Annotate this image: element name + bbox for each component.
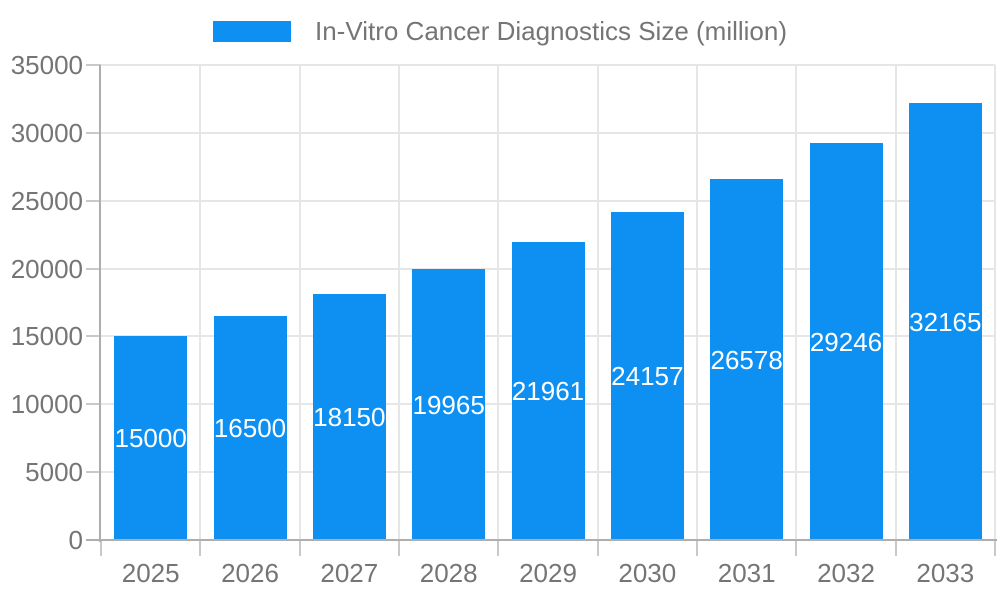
x-axis-tick: [994, 540, 996, 556]
x-axis-label: 2030: [618, 558, 677, 588]
x-axis-tick: [795, 540, 798, 556]
y-axis-tick: [86, 335, 101, 338]
x-axis-tick: [596, 540, 599, 556]
y-axis-label: 5000: [25, 457, 83, 488]
gridline-vertical: [298, 65, 301, 540]
y-axis-label: 0: [68, 525, 83, 555]
x-axis-tick: [398, 540, 400, 556]
y-axis-tick: [86, 267, 101, 270]
gridline-vertical: [795, 65, 798, 540]
y-axis-line: [99, 65, 101, 542]
bar-value-label: 15000: [114, 423, 187, 454]
x-axis-label: 2032: [817, 558, 875, 588]
bar-value-label: 29246: [809, 326, 883, 357]
gridline-vertical: [696, 65, 698, 540]
y-axis-tick: [86, 131, 101, 134]
bar: [412, 269, 486, 540]
x-axis-tick: [298, 540, 301, 556]
y-axis-tick: [86, 403, 101, 406]
bar: [809, 143, 883, 540]
x-axis-tick: [894, 540, 897, 556]
bar-value-label: 32165: [909, 306, 982, 337]
gridline-vertical: [894, 65, 897, 540]
x-axis-tick: [199, 540, 202, 556]
y-axis-label: 35000: [10, 50, 83, 80]
bar-value-label: 26578: [710, 344, 783, 375]
y-axis-label: 10000: [10, 389, 83, 420]
bar-value-label: 18150: [313, 401, 386, 432]
bar: [710, 179, 784, 540]
x-axis-label: 2027: [320, 558, 379, 588]
x-axis-label: 2026: [221, 558, 279, 588]
bar: [908, 103, 982, 540]
bar: [213, 316, 287, 540]
gridline-horizontal: [101, 199, 995, 202]
gridline-vertical: [994, 65, 996, 540]
gridline-vertical: [596, 65, 599, 540]
x-axis-line: [86, 539, 997, 541]
bar-value-label: 16500: [213, 413, 287, 444]
gridline-vertical: [497, 65, 500, 540]
gridline-vertical: [199, 65, 202, 540]
bar-value-label: 21961: [511, 375, 585, 406]
y-axis-label: 30000: [10, 117, 83, 148]
y-axis-tick: [86, 199, 101, 202]
x-axis-label: 2029: [519, 558, 577, 588]
x-axis-label: 2031: [717, 558, 776, 588]
y-axis-label: 15000: [10, 321, 83, 352]
x-axis-tick: [497, 540, 500, 556]
bar-value-label: 19965: [412, 389, 485, 420]
bar: [610, 212, 684, 540]
x-axis-label: 2028: [419, 558, 478, 588]
bar: [114, 336, 188, 540]
x-axis-tick: [696, 540, 698, 556]
bar: [312, 293, 386, 540]
y-axis-tick: [86, 64, 101, 66]
gridline-horizontal: [101, 131, 995, 134]
gridline-horizontal: [101, 64, 995, 66]
gridline-vertical: [398, 65, 400, 540]
legend-label: In-Vitro Cancer Diagnostics Size (millio…: [314, 15, 787, 46]
x-axis-tick: [100, 540, 102, 556]
legend: In-Vitro Cancer Diagnostics Size (millio…: [0, 15, 1000, 46]
y-axis-label: 20000: [10, 253, 83, 284]
x-axis-label: 2025: [121, 558, 180, 588]
bar-value-label: 24157: [611, 361, 684, 392]
x-axis-label: 2033: [916, 558, 975, 588]
legend-swatch: [212, 20, 291, 42]
bar: [511, 241, 585, 540]
y-axis-tick: [86, 471, 101, 474]
y-axis-label: 25000: [10, 185, 83, 216]
